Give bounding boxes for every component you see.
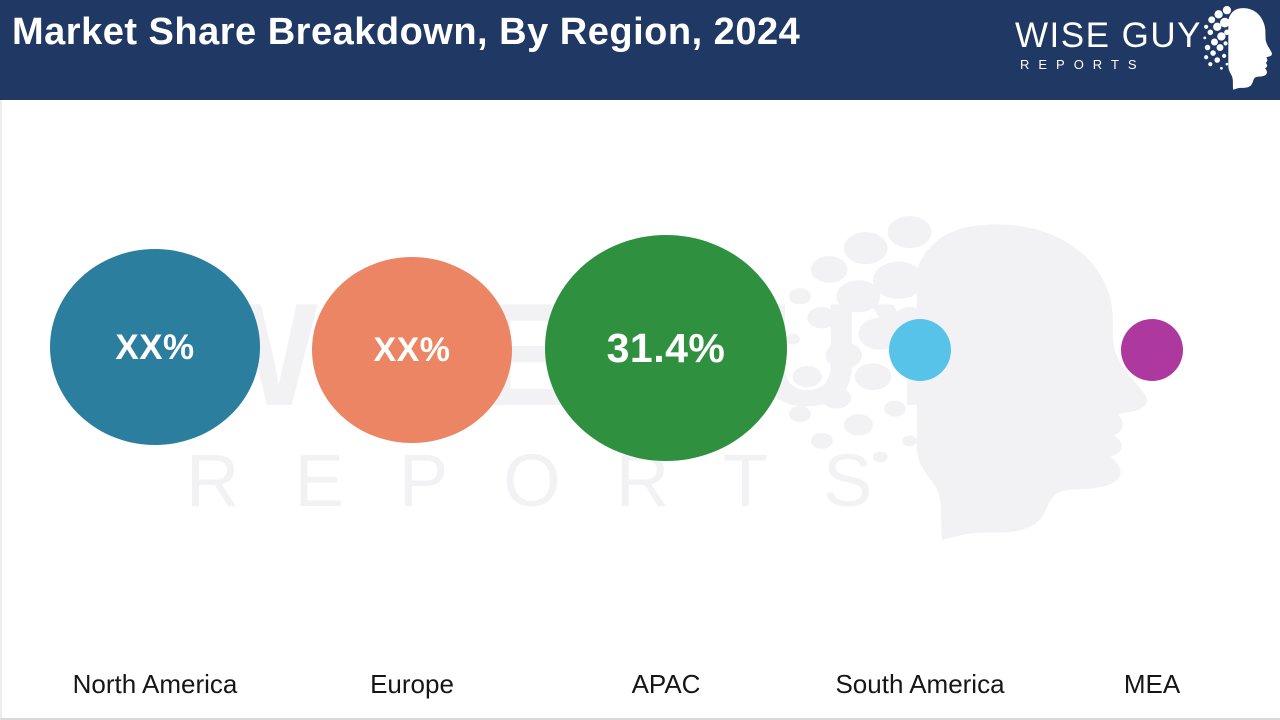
logo-subtext: REPORTS — [1019, 57, 1146, 72]
logo-wordmark: WISE GUY — [1014, 16, 1202, 55]
plot-left-edge — [0, 100, 2, 718]
bubble-south-america — [889, 319, 951, 381]
bubble-mea — [1121, 319, 1183, 381]
bubble-value-label: 31.4% — [606, 324, 726, 371]
face-profile-dots-icon — [1203, 6, 1272, 90]
bubble-value-label: XX% — [115, 327, 195, 367]
header: Market Share Breakdown, By Region, 2024 … — [0, 0, 1280, 100]
watermark-face-icon — [785, 216, 1148, 540]
brand-logo: WISE GUY REPORTS — [1015, 4, 1274, 96]
bubble-value-label: XX% — [373, 331, 451, 369]
watermark-subtext: REPORTS — [186, 439, 928, 522]
category-label-mea: MEA — [1123, 669, 1181, 699]
bubble-north-america: XX% — [50, 249, 260, 445]
bubble-apac: 31.4% — [545, 235, 787, 461]
logo-text: WISE GUY REPORTS — [1015, 18, 1202, 72]
bubble-europe: XX% — [312, 257, 512, 443]
page-title: Market Share Breakdown, By Region, 2024 — [12, 11, 801, 53]
plot-bottom-edge — [0, 718, 1280, 720]
category-label-apac: APAC — [631, 669, 701, 699]
category-label-europe: Europe — [370, 669, 454, 699]
category-label-south-america: South America — [835, 669, 1005, 699]
category-label-north-america: North America — [72, 669, 238, 699]
